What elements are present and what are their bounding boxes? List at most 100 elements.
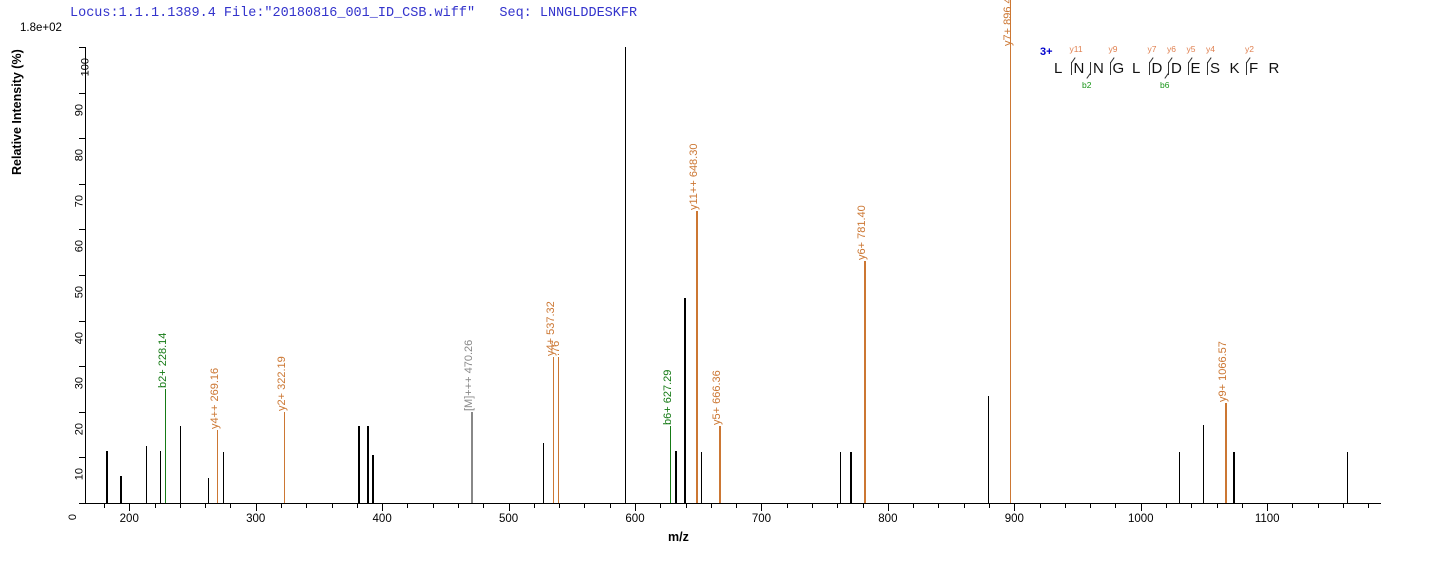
spectrum-peak (470, 411, 473, 503)
spectrum-peak (366, 426, 369, 503)
spectrum-peak (624, 47, 627, 503)
spectrum-peak (222, 451, 225, 503)
y-axis-tick-label: 50 (73, 286, 86, 299)
y-ion-label: y7 (1147, 44, 1157, 54)
y-axis-tick-label: 80 (73, 149, 86, 162)
x-axis-tick (635, 504, 636, 511)
b-ion-label: b2 (1082, 80, 1092, 90)
spectrum-peak (120, 475, 122, 503)
peptide-residue: R (1268, 60, 1280, 77)
x-axis-tick (1216, 504, 1218, 508)
spectrum-peak (557, 357, 560, 503)
peak-label: y4++ 269.16 (208, 367, 221, 430)
y-ion-label: y11 (1069, 44, 1083, 54)
peptide-residue: D (1171, 60, 1182, 77)
spectrum-peak (179, 426, 182, 503)
peak-label: y2+ 322.19 (275, 356, 288, 411)
x-axis-tick (1267, 504, 1269, 511)
peak-label: b6+ 627.29 (661, 370, 674, 426)
spectrum-peak (696, 211, 698, 503)
y-axis-tick (79, 411, 85, 413)
x-axis-tick (280, 504, 282, 508)
peak-label: .76 (549, 340, 562, 357)
y-axis-tick-label: 10 (73, 468, 86, 481)
y-axis-tick-label: 100 (79, 58, 92, 77)
peptide-residue: F (1249, 60, 1259, 77)
y-axis-tick (79, 92, 85, 94)
spectrum-peak (552, 357, 555, 503)
x-axis-tick (786, 504, 788, 508)
y-ion-label: y2 (1245, 44, 1254, 54)
spectrum-peak (718, 426, 721, 503)
peptide-residue: N (1093, 60, 1104, 77)
y-ion-label: y5 (1186, 44, 1196, 54)
spectrum-peak (987, 395, 990, 503)
spectrum-peak (372, 455, 374, 503)
x-axis-tick-label: 600 (625, 513, 645, 525)
x-axis-tick-label: 1000 (1127, 513, 1154, 525)
spectrum-header: Locus:1.1.1.1389.4 File:"20180816_001_ID… (70, 6, 638, 21)
x-axis-tick (913, 504, 915, 508)
y-axis-tick-label: 70 (73, 194, 86, 208)
spectrum-peak (684, 297, 686, 503)
y-ion-cleavage-mark (1070, 62, 1072, 75)
b-ion-cleavage-mark (1090, 62, 1091, 75)
spectrum-peak (207, 477, 210, 503)
spectrum-peak (849, 451, 852, 503)
spectrum-peak (216, 430, 219, 503)
x-axis-tick (205, 504, 207, 508)
x-axis-tick (1241, 504, 1243, 508)
spectrum-peak (1178, 451, 1181, 503)
spectrum-peak (1009, 0, 1012, 503)
peptide-residue: D (1151, 60, 1163, 77)
spectrum-peak (358, 426, 360, 503)
x-axis-tick (356, 504, 358, 508)
x-axis-tick (710, 504, 712, 508)
y-axis-tick-label: 0 (67, 514, 80, 521)
y-ion-label: y9 (1108, 44, 1118, 54)
x-axis-tick-label: 700 (751, 513, 772, 525)
x-axis-tick (685, 504, 687, 508)
x-axis-tick (306, 504, 308, 508)
x-axis-tick-label: 900 (1004, 513, 1024, 525)
spectrum-peak (283, 411, 286, 503)
y-axis-tick (79, 366, 85, 368)
spectrum-peak (675, 450, 678, 503)
y-axis-label: Relative Intensity (%) (10, 49, 24, 175)
y-ion-cleavage-mark (1109, 62, 1111, 75)
x-axis-tick (837, 504, 839, 508)
y-ion-cleavage-mark (1207, 62, 1208, 75)
peptide-residue: E (1190, 60, 1201, 77)
x-axis-tick (761, 504, 763, 511)
x-axis-tick (862, 504, 864, 508)
x-axis-tick (331, 504, 333, 508)
peptide-residue: S (1210, 60, 1221, 77)
x-axis-tick (508, 504, 510, 511)
y-axis-tick-label: 90 (73, 103, 86, 116)
x-axis-tick (1368, 504, 1370, 508)
peptide-residue: L (1054, 60, 1063, 77)
x-axis-tick (1343, 504, 1345, 508)
x-axis-tick (103, 504, 105, 508)
y-axis-line (85, 47, 86, 504)
x-axis-tick (1191, 504, 1193, 508)
x-axis-tick-label: 300 (246, 513, 266, 525)
y-ion-label: y4 (1206, 44, 1215, 54)
x-axis-tick (154, 504, 156, 508)
x-axis-tick (938, 504, 940, 508)
y-axis-tick (79, 503, 85, 504)
x-axis-tick (887, 504, 889, 511)
x-axis-tick (660, 504, 662, 508)
x-axis-tick (407, 504, 409, 508)
spectrum-peak (145, 446, 148, 503)
x-axis-tick (1292, 504, 1294, 508)
x-axis-tick-label: 500 (498, 513, 519, 525)
b-ion-label: b6 (1160, 80, 1170, 90)
spectrum-peak (669, 426, 672, 503)
top-scale-annotation: 1.8e+02 (20, 22, 62, 34)
spectrum-peak (1233, 451, 1235, 503)
y-axis-tick (79, 183, 85, 185)
x-axis-tick (1115, 504, 1117, 508)
peptide-residue: N (1073, 60, 1085, 77)
